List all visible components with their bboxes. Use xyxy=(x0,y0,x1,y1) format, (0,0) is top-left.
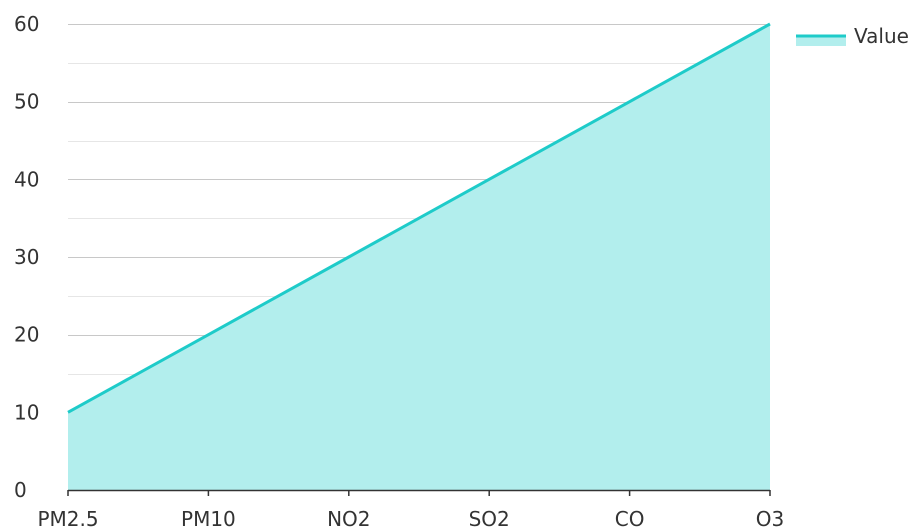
y-tick-label: 10 xyxy=(14,400,39,424)
x-tick-label: PM10 xyxy=(181,507,236,531)
axes xyxy=(67,489,771,496)
legend-label: Value xyxy=(854,24,909,48)
area-layer xyxy=(67,22,771,490)
x-tick-label: SO2 xyxy=(469,507,510,531)
y-tick-label: 20 xyxy=(14,323,39,347)
y-tick-label: 0 xyxy=(14,478,27,502)
x-tick-labels: PM2.5 PM10 NO2 SO2 CO O3 xyxy=(37,507,784,531)
y-tick-label: 60 xyxy=(14,12,39,36)
y-tick-labels: 0 10 20 30 40 50 60 xyxy=(14,12,39,502)
y-tick-label: 40 xyxy=(14,167,39,191)
area-fill xyxy=(68,24,770,490)
y-tick-label: 30 xyxy=(14,245,39,269)
legend: Value xyxy=(796,24,909,48)
x-tick-label: O3 xyxy=(756,507,784,531)
series-line xyxy=(67,22,771,414)
x-tick-label: PM2.5 xyxy=(37,507,98,531)
x-tick-label: CO xyxy=(615,507,645,531)
legend-swatch xyxy=(796,36,846,46)
x-tick-label: NO2 xyxy=(327,507,370,531)
y-tick-label: 50 xyxy=(14,90,39,114)
